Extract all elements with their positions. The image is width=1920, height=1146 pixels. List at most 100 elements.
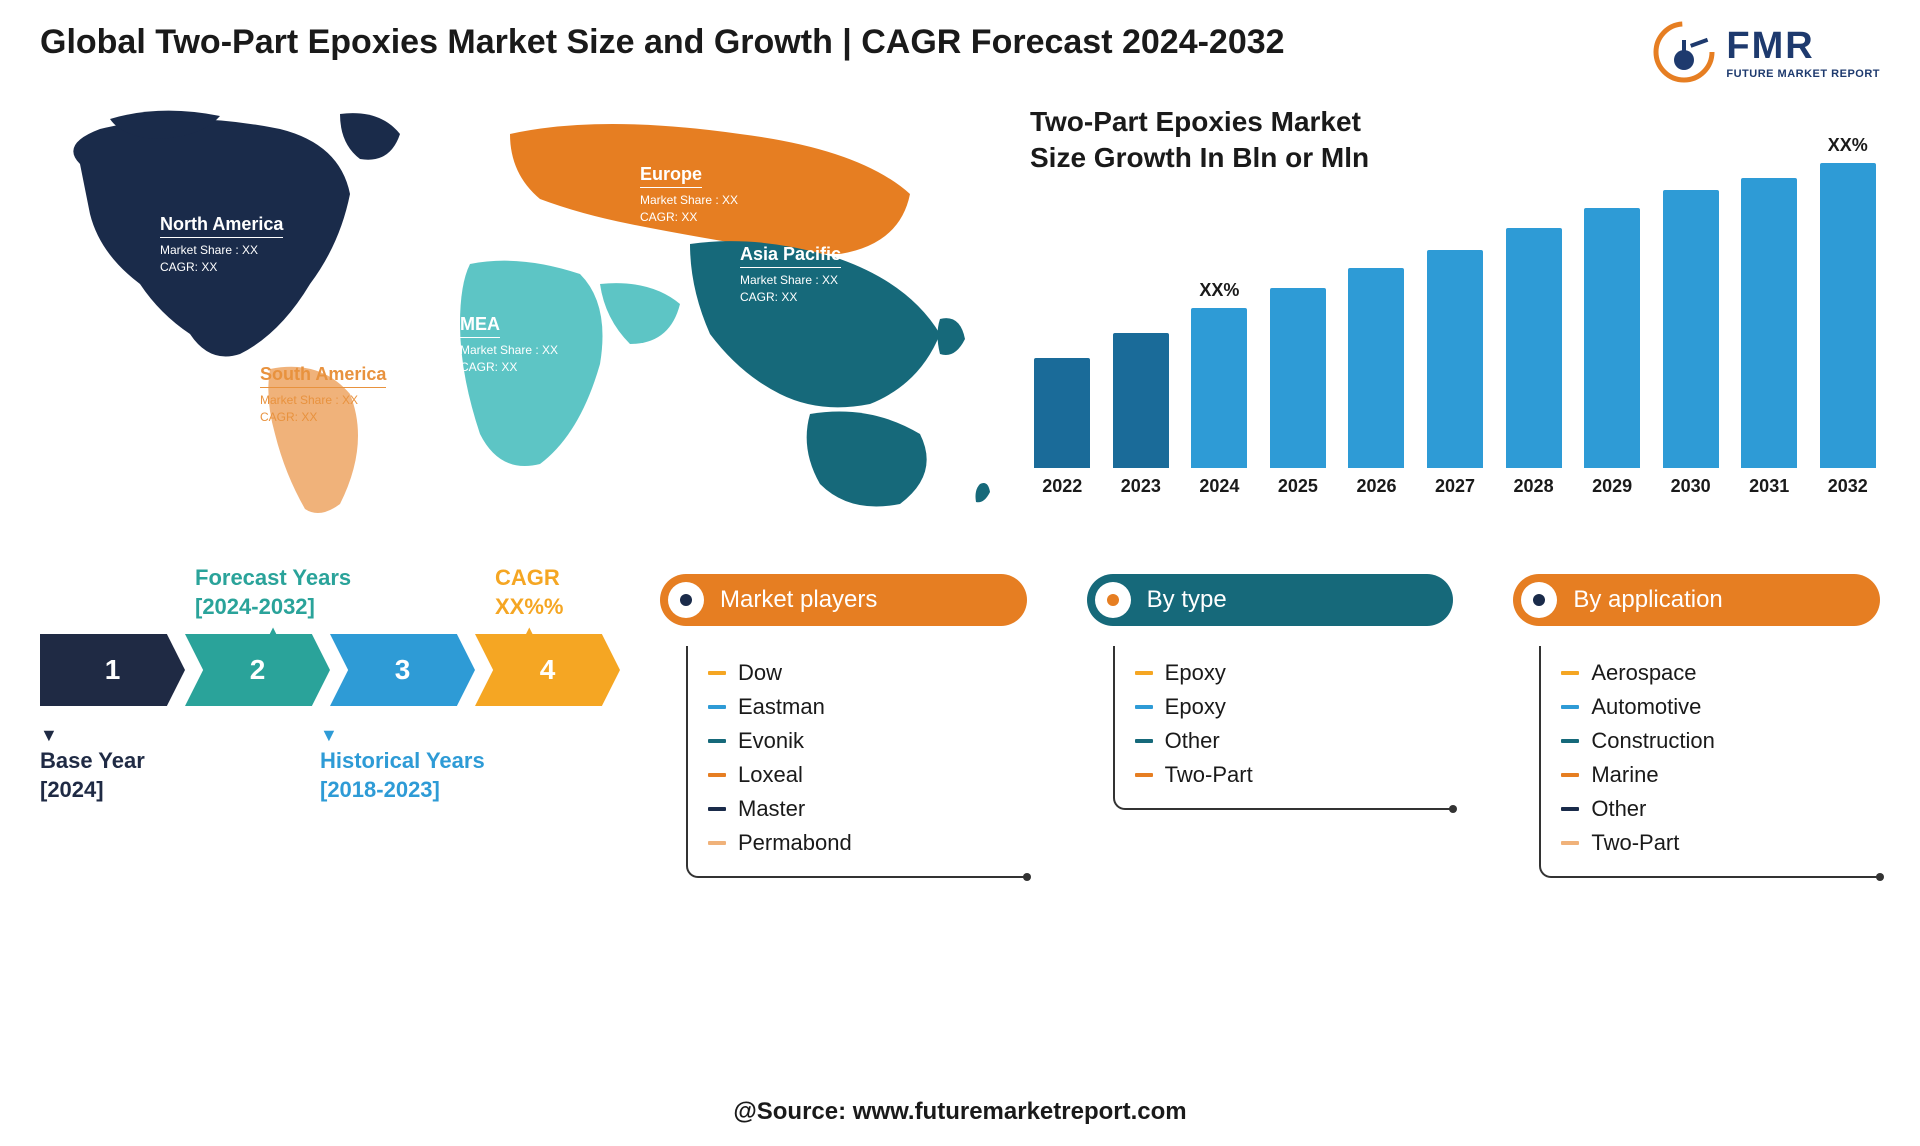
category-item: Other	[1135, 724, 1454, 758]
bar-group: 2028	[1501, 228, 1566, 497]
item-label: Epoxy	[1165, 694, 1226, 720]
world-map: North AmericaMarket Share : XXCAGR: XXSo…	[40, 104, 1000, 524]
bar	[1348, 268, 1404, 468]
top-row: North AmericaMarket Share : XXCAGR: XXSo…	[40, 104, 1880, 524]
timeline-label-cagr: CAGRXX%%▲	[495, 564, 563, 645]
bullet-icon	[1135, 671, 1153, 675]
region-name: North America	[160, 214, 283, 238]
logo: FMR FUTURE MARKET REPORT	[1652, 20, 1880, 84]
bar-annotation: XX%	[1199, 280, 1239, 301]
region-label-na: North America Market Share : XXCAGR: XX	[160, 214, 283, 276]
item-label: Master	[738, 796, 805, 822]
bar-group: 2025	[1266, 288, 1331, 497]
logo-text: FMR FUTURE MARKET REPORT	[1726, 25, 1880, 80]
category: By applicationAerospaceAutomotiveConstru…	[1513, 574, 1880, 878]
timeline-step-1: 1	[40, 634, 185, 706]
category-item: Two-Part	[1561, 826, 1880, 860]
region-name: South America	[260, 364, 386, 388]
bar	[1741, 178, 1797, 468]
bar	[1663, 190, 1719, 468]
logo-fmr: FMR	[1726, 25, 1880, 68]
item-label: Evonik	[738, 728, 804, 754]
item-label: Other	[1165, 728, 1220, 754]
bar	[1427, 250, 1483, 468]
category-item: Loxeal	[708, 758, 1027, 792]
region-label-mea: MEA Market Share : XXCAGR: XX	[460, 314, 558, 376]
categories: Market playersDowEastmanEvonikLoxealMast…	[660, 574, 1880, 878]
logo-sub: FUTURE MARKET REPORT	[1726, 68, 1880, 80]
region-name: MEA	[460, 314, 500, 338]
bar	[1034, 358, 1090, 468]
bar	[1270, 288, 1326, 468]
bullet-icon	[1561, 705, 1579, 709]
region-cagr: CAGR: XX	[460, 359, 558, 376]
bullet-icon	[1561, 841, 1579, 845]
category-item: Evonik	[708, 724, 1027, 758]
bullet-icon	[1135, 773, 1153, 777]
chart-title: Two-Part Epoxies Market Size Growth In B…	[1030, 104, 1390, 177]
category-item: Permabond	[708, 826, 1027, 860]
logo-icon	[1652, 20, 1716, 84]
bar-year: 2030	[1671, 476, 1711, 497]
bar-group: 2031	[1737, 178, 1802, 497]
bullet-icon	[708, 671, 726, 675]
item-label: Other	[1591, 796, 1646, 822]
region-share: Market Share : XX	[740, 272, 841, 289]
pill-dot	[680, 594, 692, 606]
category-item: Epoxy	[1135, 656, 1454, 690]
bar	[1113, 333, 1169, 468]
bar-year: 2028	[1514, 476, 1554, 497]
category-pill: By type	[1087, 574, 1454, 626]
bar-year: 2032	[1828, 476, 1868, 497]
bar-group: 2029	[1580, 208, 1645, 497]
region-share: Market Share : XX	[260, 392, 386, 409]
category-item: Eastman	[708, 690, 1027, 724]
bullet-icon	[1561, 773, 1579, 777]
item-label: Two-Part	[1591, 830, 1679, 856]
bar-chart: 20222023XX%20242025202620272028202920302…	[1030, 187, 1880, 497]
region-cagr: CAGR: XX	[640, 209, 738, 226]
bar	[1191, 308, 1247, 468]
region-share: Market Share : XX	[460, 342, 558, 359]
region-share: Market Share : XX	[160, 242, 283, 259]
bar-group: 2027	[1423, 250, 1488, 497]
bullet-icon	[1135, 705, 1153, 709]
bar-annotation: XX%	[1828, 135, 1868, 156]
region-cagr: CAGR: XX	[160, 259, 283, 276]
category-items: AerospaceAutomotiveConstructionMarineOth…	[1539, 646, 1880, 878]
bar-group: 2023	[1109, 333, 1174, 497]
category-items: EpoxyEpoxyOtherTwo-Part	[1113, 646, 1454, 810]
page-title: Global Two-Part Epoxies Market Size and …	[40, 20, 1285, 64]
item-label: Automotive	[1591, 694, 1701, 720]
bar	[1820, 163, 1876, 468]
bar-year: 2031	[1749, 476, 1789, 497]
source-line: @Source: www.futuremarketreport.com	[733, 1098, 1186, 1126]
timeline-step-4: 4	[475, 634, 620, 706]
bottom-row: 1234 ▼Base Year[2024]Forecast Years[2024…	[40, 574, 1880, 878]
header: Global Two-Part Epoxies Market Size and …	[40, 20, 1880, 84]
category-pill: By application	[1513, 574, 1880, 626]
region-name: Europe	[640, 164, 702, 188]
timeline-step-3: 3	[330, 634, 475, 706]
bar-year: 2024	[1199, 476, 1239, 497]
bullet-icon	[708, 841, 726, 845]
timeline-label-historical: ▼Historical Years[2018-2023]	[320, 724, 485, 805]
item-label: Marine	[1591, 762, 1658, 788]
bullet-icon	[1561, 739, 1579, 743]
bar-year: 2027	[1435, 476, 1475, 497]
item-label: Loxeal	[738, 762, 803, 788]
bar-group: XX%2024	[1187, 308, 1252, 497]
bar-group: XX%2032	[1815, 163, 1880, 497]
category-item: Epoxy	[1135, 690, 1454, 724]
bullet-icon	[1561, 671, 1579, 675]
bar-year: 2029	[1592, 476, 1632, 497]
category-item: Other	[1561, 792, 1880, 826]
item-label: Construction	[1591, 728, 1715, 754]
bar-chart-section: Two-Part Epoxies Market Size Growth In B…	[1030, 104, 1880, 524]
region-label-eu: EuropeMarket Share : XXCAGR: XX	[640, 164, 738, 226]
item-label: Permabond	[738, 830, 852, 856]
region-label-ap: Asia PacificMarket Share : XXCAGR: XX	[740, 244, 841, 306]
region-label-sa: South AmericaMarket Share : XXCAGR: XX	[260, 364, 386, 426]
timeline-label-forecast: Forecast Years[2024-2032]▲	[195, 564, 351, 645]
category-pill: Market players	[660, 574, 1027, 626]
